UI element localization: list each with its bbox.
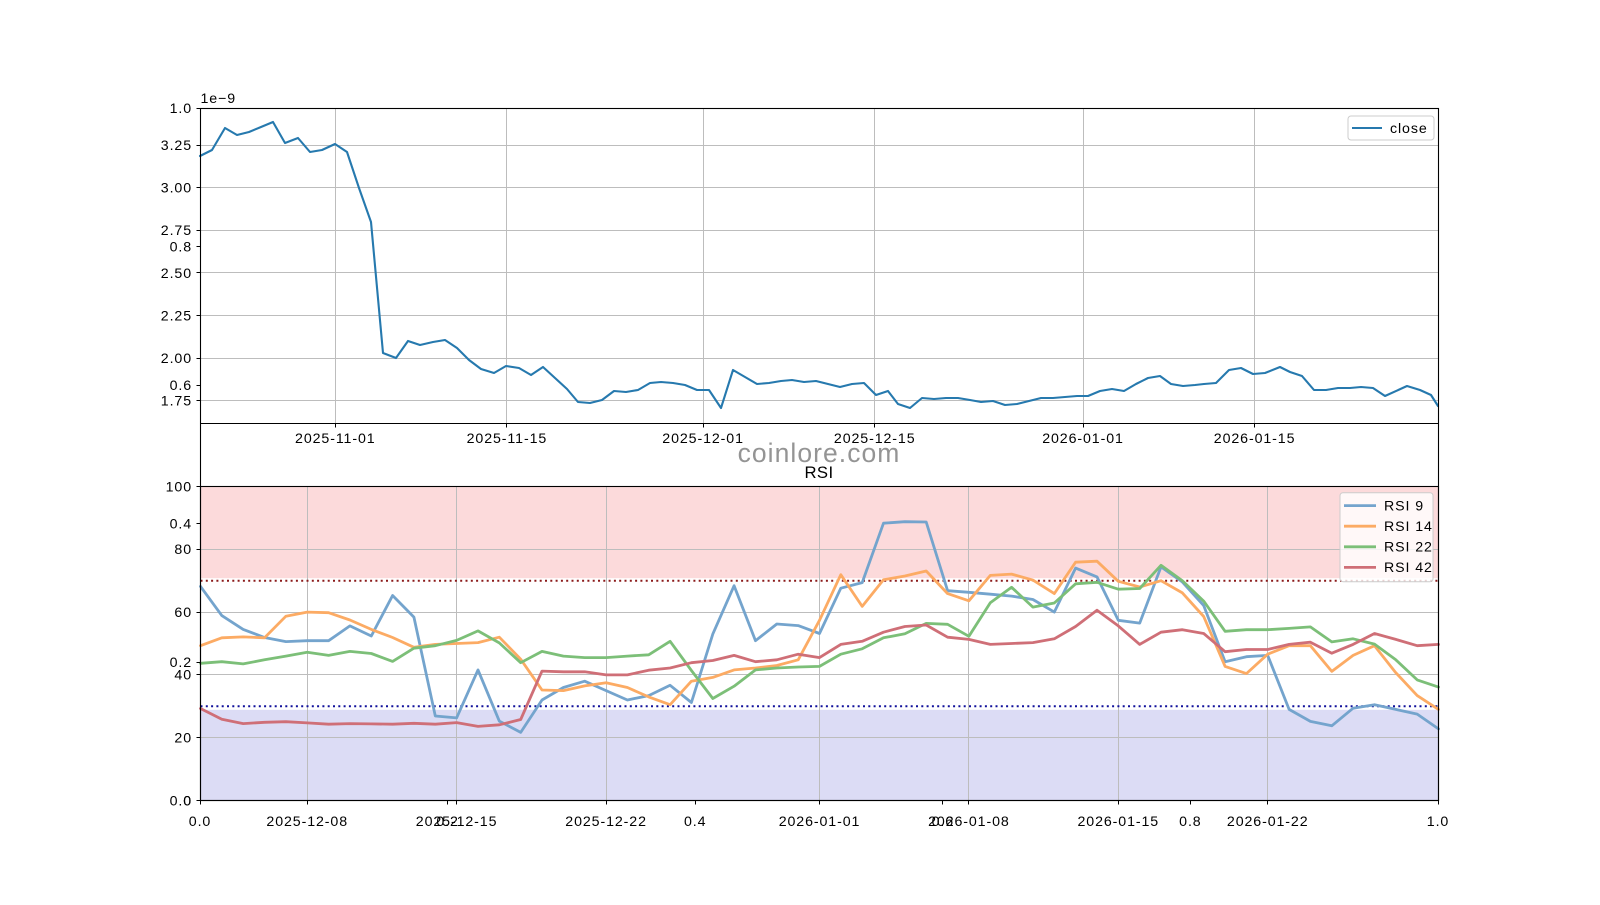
svg-text:2.00: 2.00 (161, 351, 192, 367)
svg-text:RSI 9: RSI 9 (1384, 498, 1424, 514)
svg-text:80: 80 (174, 542, 192, 558)
svg-text:2025-12-08: 2025-12-08 (266, 814, 348, 830)
svg-text:2026-01-01: 2026-01-01 (779, 814, 861, 830)
svg-text:40: 40 (174, 668, 192, 684)
svg-text:3.25: 3.25 (161, 138, 192, 154)
svg-text:RSI: RSI (804, 463, 833, 482)
svg-text:2025-12-01: 2025-12-01 (662, 431, 744, 447)
svg-text:2025-11-01: 2025-11-01 (295, 431, 376, 447)
svg-text:60: 60 (174, 605, 192, 621)
svg-text:0.4: 0.4 (170, 516, 192, 532)
svg-text:20: 20 (174, 731, 192, 747)
svg-text:0.6: 0.6 (932, 814, 954, 830)
svg-text:RSI 42: RSI 42 (1384, 560, 1433, 576)
svg-text:0.8: 0.8 (170, 240, 192, 256)
svg-text:2025-12-15: 2025-12-15 (416, 814, 498, 830)
svg-text:1e−9: 1e−9 (201, 91, 237, 107)
svg-text:3.00: 3.00 (161, 181, 192, 197)
svg-text:2026-01-01: 2026-01-01 (1042, 431, 1124, 447)
svg-text:coinlore.com: coinlore.com (738, 438, 901, 468)
svg-text:2025-12-15: 2025-12-15 (834, 431, 916, 447)
svg-text:0.0: 0.0 (189, 814, 211, 830)
svg-text:0.6: 0.6 (170, 378, 192, 394)
svg-text:close: close (1390, 121, 1428, 137)
svg-text:1.75: 1.75 (161, 394, 192, 410)
svg-text:2.50: 2.50 (161, 266, 192, 282)
svg-text:RSI 22: RSI 22 (1384, 540, 1433, 556)
svg-text:2026-01-08: 2026-01-08 (928, 814, 1010, 830)
svg-text:1.0: 1.0 (170, 101, 192, 117)
svg-text:0.2: 0.2 (436, 814, 458, 830)
svg-text:2.75: 2.75 (161, 223, 192, 239)
svg-text:0.4: 0.4 (684, 814, 706, 830)
svg-text:2.25: 2.25 (161, 308, 192, 324)
svg-text:RSI 14: RSI 14 (1384, 519, 1433, 535)
svg-text:2026-01-15: 2026-01-15 (1214, 431, 1296, 447)
svg-text:0.0: 0.0 (170, 793, 192, 809)
svg-text:2025-12-22: 2025-12-22 (565, 814, 647, 830)
svg-text:0: 0 (183, 793, 192, 809)
svg-text:1.0: 1.0 (1427, 814, 1449, 830)
svg-text:2026-01-15: 2026-01-15 (1078, 814, 1160, 830)
svg-text:0.2: 0.2 (170, 655, 192, 671)
svg-text:2025-11-15: 2025-11-15 (467, 431, 548, 447)
svg-text:100: 100 (166, 479, 192, 495)
svg-text:2026-01-22: 2026-01-22 (1227, 814, 1309, 830)
svg-text:0.8: 0.8 (1179, 814, 1201, 830)
